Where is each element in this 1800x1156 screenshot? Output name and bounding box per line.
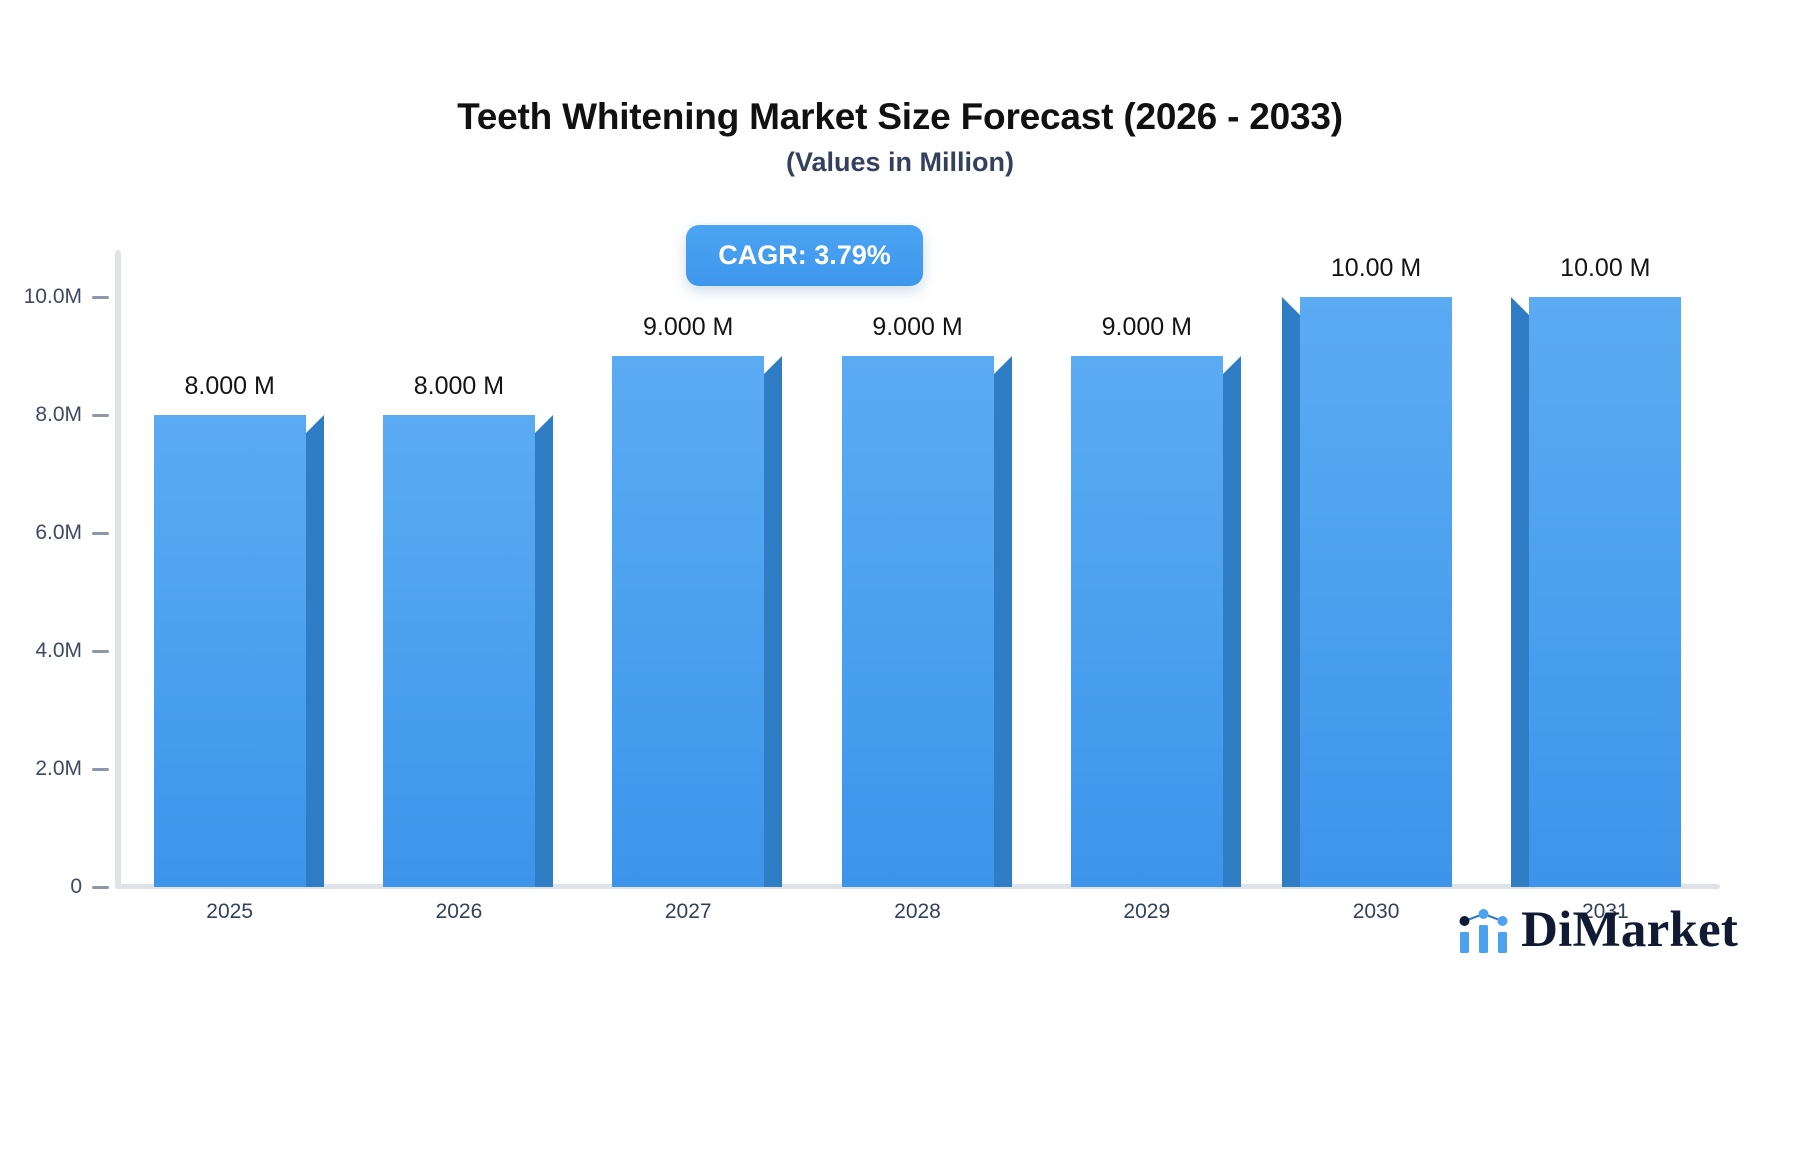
bar-side-face: [1222, 374, 1241, 887]
bar-2030[interactable]: 10.00 M: [1282, 254, 1453, 887]
bar-side-face: [305, 433, 324, 887]
bar-2029[interactable]: 9.000 M: [1070, 313, 1241, 887]
bar-2027[interactable]: 9.000 M: [612, 313, 783, 887]
y-axis-tick-label: 2.0M: [35, 757, 82, 781]
y-axis-tick: 6.0M: [0, 521, 112, 545]
y-axis-tick: 2.0M: [0, 757, 112, 781]
y-axis-tick-label: 6.0M: [35, 521, 82, 545]
bar-value-label: 8.000 M: [184, 372, 275, 401]
x-axis-tick-label: 2029: [1123, 900, 1171, 923]
y-axis-tick: 4.0M: [0, 639, 112, 663]
bar-top-bevel: [534, 415, 553, 434]
y-axis-tick-mark: [92, 650, 109, 654]
bar-front-face: [382, 415, 535, 887]
y-axis-tick-label: 8.0M: [35, 403, 82, 427]
y-axis-tick: 10.0M: [0, 285, 112, 309]
bar-front-face: [612, 356, 765, 887]
bar-2026[interactable]: 8.000 M: [382, 372, 553, 887]
y-axis-tick-mark: [92, 414, 109, 418]
bar-value-label: 9.000 M: [872, 313, 963, 342]
y-axis-tick-mark: [92, 532, 109, 536]
y-axis-tick-label: 0: [70, 875, 82, 898]
bar-side-face: [993, 374, 1012, 887]
cagr-badge[interactable]: CAGR: 3.79%: [686, 225, 923, 286]
y-axis-tick: 8.0M: [0, 403, 112, 427]
bar-top-bevel: [305, 415, 324, 434]
y-axis-tick: 0: [0, 875, 112, 898]
bar-top-bevel: [1222, 356, 1241, 375]
bar-front-face: [1300, 297, 1453, 887]
bar-front-face: [1070, 356, 1223, 887]
bar-front-face: [1529, 297, 1682, 887]
y-axis-tick-mark: [92, 886, 109, 889]
cagr-badge-label: CAGR: 3.79%: [718, 240, 891, 270]
bar-side-face: [764, 374, 783, 887]
x-axis-tick-label: 2027: [664, 900, 712, 923]
bar-chart-logo-icon: [1459, 908, 1509, 954]
bar-front-face: [153, 415, 306, 887]
bar-top-bevel: [1511, 297, 1530, 316]
bar-2031[interactable]: 10.00 M: [1511, 254, 1682, 887]
bar-value-label: 10.00 M: [1560, 254, 1651, 283]
y-axis-line: [115, 250, 121, 887]
bar-top-bevel: [993, 356, 1012, 375]
chart-subtitle: (Values in Million): [785, 147, 1015, 177]
x-axis-tick-label: 2031: [1581, 900, 1629, 923]
bar-value-label: 9.000 M: [1101, 313, 1192, 342]
x-axis-tick-label: 2030: [1352, 900, 1400, 923]
brand-name: DiMarket: [1521, 902, 1738, 958]
y-axis-tick-mark: [92, 768, 109, 772]
bar-value-label: 8.000 M: [413, 372, 505, 401]
bar-top-bevel: [764, 356, 783, 375]
x-axis-tick-label: 2028: [894, 900, 941, 923]
y-axis-tick-label: 4.0M: [35, 639, 82, 663]
bar-2028[interactable]: 9.000 M: [841, 313, 1012, 887]
bar-2025[interactable]: 8.000 M: [153, 372, 324, 887]
y-axis-tick-label: 10.0M: [23, 285, 82, 309]
y-axis-tick-mark: [92, 296, 109, 300]
x-axis-tick-label: 2025: [206, 900, 253, 923]
bar-side-face: [1282, 315, 1301, 887]
x-axis-tick-label: 2026: [435, 900, 483, 923]
chart-title: Teeth Whitening Market Size Forecast (20…: [457, 96, 1343, 137]
bar-side-face: [534, 433, 553, 887]
bar-side-face: [1511, 315, 1530, 887]
bar-value-label: 10.00 M: [1330, 254, 1422, 283]
bar-top-bevel: [1282, 297, 1301, 316]
bar-value-label: 9.000 M: [643, 313, 734, 342]
bar-front-face: [841, 356, 994, 887]
brand-logo: DiMarket: [1459, 905, 1738, 956]
plot-area: 0 2.0M 4.0M 6.0M 8.0M 10.0M 8.000 M 2025 8.000 M…: [24, 250, 1720, 923]
